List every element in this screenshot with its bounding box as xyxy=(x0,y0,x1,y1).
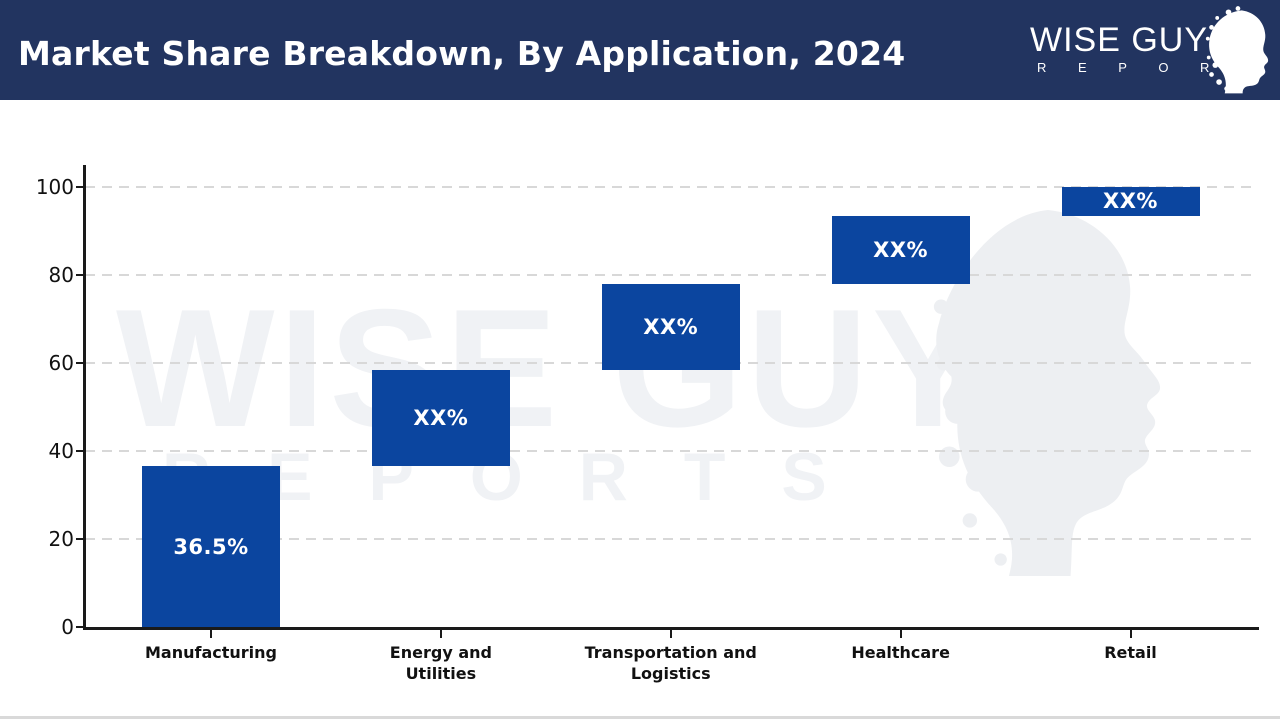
y-tick-mark xyxy=(76,274,84,276)
x-tick-mark xyxy=(210,630,212,638)
bar-healthcare: XX% xyxy=(831,215,970,284)
bar-manufacturing: 36.5% xyxy=(142,466,280,627)
y-tick-label: 100 xyxy=(35,175,74,199)
bar-value-label: XX% xyxy=(643,314,699,339)
y-tick-mark xyxy=(76,538,84,540)
x-category-label: Healthcare xyxy=(851,643,950,662)
bar-value-label: 36.5% xyxy=(173,534,249,559)
chart-title: Market Share Breakdown, By Application, … xyxy=(18,34,906,73)
x-category-label: Logistics xyxy=(630,664,711,683)
x-category-label: Retail xyxy=(1104,643,1157,662)
wiseguy-logo: WISE GUY R E P O R T S xyxy=(1030,0,1280,100)
y-axis-line xyxy=(83,165,86,630)
x-category-label: Transportation and xyxy=(584,643,757,662)
bar-energy-and-utilities: XX% xyxy=(371,369,510,467)
y-tick-label: 20 xyxy=(48,527,74,551)
y-tick-label: 80 xyxy=(48,263,74,287)
y-tick-mark xyxy=(76,626,84,628)
x-tick-mark xyxy=(899,630,902,638)
gridline-40 xyxy=(85,450,1258,452)
x-category-label: Utilities xyxy=(405,664,477,683)
y-tick-label: 0 xyxy=(61,615,74,639)
x-tick-mark xyxy=(1129,630,1132,638)
y-tick-mark xyxy=(76,450,84,452)
gridline-20 xyxy=(85,538,1258,540)
bar-transportation-and-logistics: XX% xyxy=(601,283,740,370)
y-tick-label: 40 xyxy=(48,439,74,463)
logo-face-icon xyxy=(1205,6,1269,94)
watermark-wordmark: WISE GUY xyxy=(116,274,989,462)
y-tick-mark xyxy=(76,186,84,188)
x-tick-mark xyxy=(669,630,672,638)
x-category-label: Manufacturing xyxy=(145,643,277,662)
y-tick-label: 60 xyxy=(48,351,74,375)
logo-wordmark: WISE GUY xyxy=(1030,21,1209,59)
x-axis-line xyxy=(83,627,1259,630)
gridline-80 xyxy=(85,274,1258,276)
bottom-divider xyxy=(0,716,1280,719)
bar-retail: XX% xyxy=(1061,187,1200,216)
header: Market Share Breakdown, By Application, … xyxy=(0,0,1280,100)
x-category-label: Energy and xyxy=(389,643,492,662)
gridline-100 xyxy=(85,186,1258,188)
bar-value-label: XX% xyxy=(413,405,469,430)
bar-value-label: XX% xyxy=(873,237,929,262)
bar-value-label: XX% xyxy=(1103,189,1158,214)
y-tick-mark xyxy=(76,362,84,364)
x-tick-mark xyxy=(439,630,442,638)
